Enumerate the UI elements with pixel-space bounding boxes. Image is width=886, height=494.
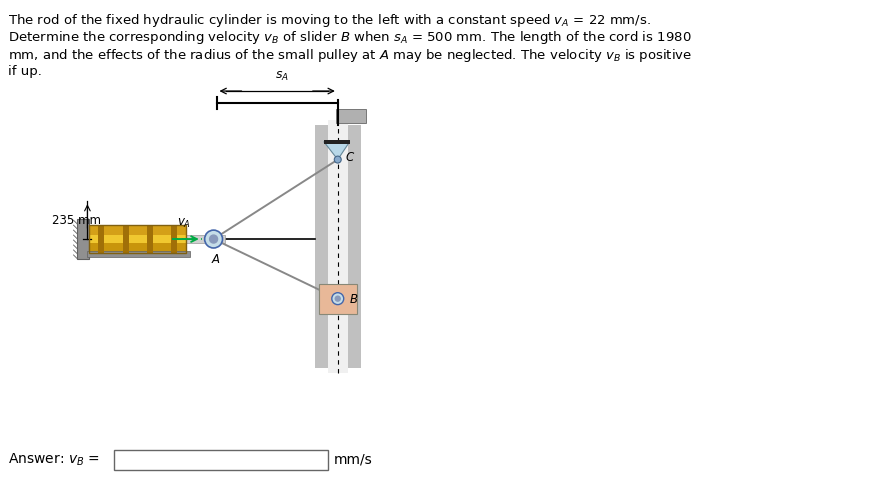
Bar bbox=[319, 284, 357, 314]
Bar bbox=[89, 225, 186, 253]
Bar bbox=[324, 140, 350, 144]
Bar bbox=[315, 125, 361, 368]
Text: The rod of the fixed hydraulic cylinder is moving to the left with a constant sp: The rod of the fixed hydraulic cylinder … bbox=[8, 11, 651, 29]
Bar bbox=[171, 225, 176, 253]
Bar bbox=[114, 450, 328, 469]
Bar bbox=[122, 225, 128, 253]
Bar bbox=[88, 251, 190, 257]
Text: B: B bbox=[350, 293, 358, 306]
Bar bbox=[328, 120, 347, 373]
Polygon shape bbox=[324, 142, 350, 160]
Text: A: A bbox=[212, 253, 220, 266]
Circle shape bbox=[331, 293, 344, 305]
Circle shape bbox=[334, 156, 341, 163]
Text: $v_A$: $v_A$ bbox=[177, 217, 190, 230]
Bar bbox=[336, 109, 366, 123]
Text: $s_A$: $s_A$ bbox=[276, 70, 289, 83]
Bar bbox=[77, 219, 89, 259]
Bar bbox=[186, 235, 226, 243]
Circle shape bbox=[205, 230, 222, 248]
Text: mm/s: mm/s bbox=[334, 453, 372, 467]
Text: 235 mm: 235 mm bbox=[51, 214, 101, 227]
Bar bbox=[89, 225, 186, 253]
Text: Determine the corresponding velocity $v_B$ of slider $B$ when $s_A$ = 500 mm. Th: Determine the corresponding velocity $v_… bbox=[8, 30, 691, 46]
Bar bbox=[98, 225, 105, 253]
Bar bbox=[89, 225, 186, 235]
Text: mm, and the effects of the radius of the small pulley at $A$ may be neglected. T: mm, and the effects of the radius of the… bbox=[8, 47, 692, 64]
Bar bbox=[147, 225, 152, 253]
Text: C: C bbox=[346, 151, 354, 164]
Circle shape bbox=[210, 235, 218, 243]
Circle shape bbox=[335, 296, 340, 301]
Text: if up.: if up. bbox=[8, 65, 42, 78]
Text: Answer: $v_B$ =: Answer: $v_B$ = bbox=[8, 452, 100, 468]
Bar bbox=[89, 235, 186, 243]
